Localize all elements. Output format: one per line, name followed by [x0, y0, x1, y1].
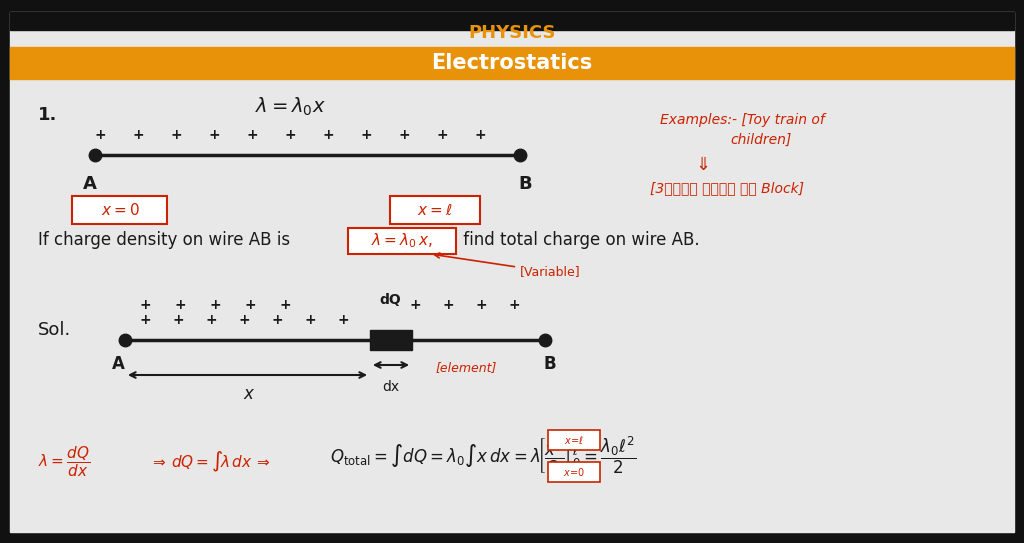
Text: +: +	[360, 128, 372, 142]
Text: If charge density on wire AB is: If charge density on wire AB is	[38, 231, 290, 249]
Text: Sol.: Sol.	[38, 321, 72, 339]
Bar	[548, 430, 600, 450]
Text: $x\!=\!0$: $x\!=\!0$	[563, 466, 585, 478]
Text: $\lambda = \lambda_0 x$: $\lambda = \lambda_0 x$	[255, 96, 326, 118]
Text: [3साची पटरी के Block]: [3साची पटरी के Block]	[650, 181, 804, 195]
Text: +: +	[174, 298, 185, 312]
Text: +: +	[410, 298, 421, 312]
Bar	[390, 196, 480, 224]
Text: [element]: [element]	[435, 362, 497, 375]
Text: +: +	[246, 128, 258, 142]
Text: B: B	[544, 355, 556, 373]
Text: B: B	[518, 175, 531, 193]
Text: +: +	[280, 298, 291, 312]
Text: +: +	[244, 298, 256, 312]
Text: PHYSICS: PHYSICS	[468, 24, 556, 42]
Text: $x = 0$: $x = 0$	[100, 202, 139, 218]
Text: children]: children]	[730, 133, 792, 147]
Text: 1.: 1.	[38, 106, 57, 124]
Text: +: +	[442, 298, 454, 312]
Text: +: +	[474, 128, 485, 142]
Text: $x = \ell$: $x = \ell$	[417, 203, 453, 218]
Text: +: +	[94, 128, 105, 142]
Text: +: +	[271, 313, 283, 327]
Text: $x\!=\!\ell$: $x\!=\!\ell$	[564, 434, 584, 446]
Text: $Q_{\rm total} = \int dQ = \lambda_0 \int x\,dx = \lambda\!\left[\dfrac{x^2}{2}\: $Q_{\rm total} = \int dQ = \lambda_0 \in…	[330, 434, 636, 476]
Bar	[548, 462, 600, 482]
Text: dx: dx	[382, 380, 399, 394]
Text: $\Downarrow$: $\Downarrow$	[691, 156, 709, 174]
Bar	[10, 12, 1014, 30]
Text: +: +	[304, 313, 315, 327]
Bar	[370, 330, 412, 350]
Bar	[348, 228, 456, 254]
Text: +: +	[323, 128, 334, 142]
Text: A: A	[83, 175, 97, 193]
Text: find total charge on wire AB.: find total charge on wire AB.	[458, 231, 699, 249]
Text: +: +	[139, 298, 151, 312]
Text: +: +	[436, 128, 447, 142]
Bar	[10, 47, 1014, 79]
Text: +: +	[398, 128, 410, 142]
Text: $\lambda = \lambda_0\, x,$: $\lambda = \lambda_0\, x,$	[372, 232, 433, 250]
Text: x: x	[243, 385, 253, 403]
Text: +: +	[139, 313, 151, 327]
Text: Examples:- [Toy train of: Examples:- [Toy train of	[660, 113, 824, 127]
Text: +: +	[475, 298, 486, 312]
Text: +: +	[170, 128, 182, 142]
Text: +: +	[337, 313, 349, 327]
Text: +: +	[508, 298, 520, 312]
Text: +: +	[209, 298, 221, 312]
Text: +: +	[285, 128, 296, 142]
Text: dQ: dQ	[379, 293, 400, 307]
Text: [Variable]: [Variable]	[434, 253, 581, 279]
Text: $\Rightarrow\, dQ = \int\!\lambda\,dx\, \Rightarrow$: $\Rightarrow\, dQ = \int\!\lambda\,dx\, …	[150, 450, 270, 474]
Text: Electrostatics: Electrostatics	[431, 53, 593, 73]
Text: $\lambda = \dfrac{dQ}{dx}$: $\lambda = \dfrac{dQ}{dx}$	[38, 445, 90, 479]
Text: +: +	[239, 313, 250, 327]
Text: +: +	[208, 128, 220, 142]
Text: +: +	[132, 128, 143, 142]
Text: +: +	[205, 313, 217, 327]
Text: +: +	[172, 313, 184, 327]
Text: A: A	[112, 355, 125, 373]
Bar	[72, 196, 167, 224]
